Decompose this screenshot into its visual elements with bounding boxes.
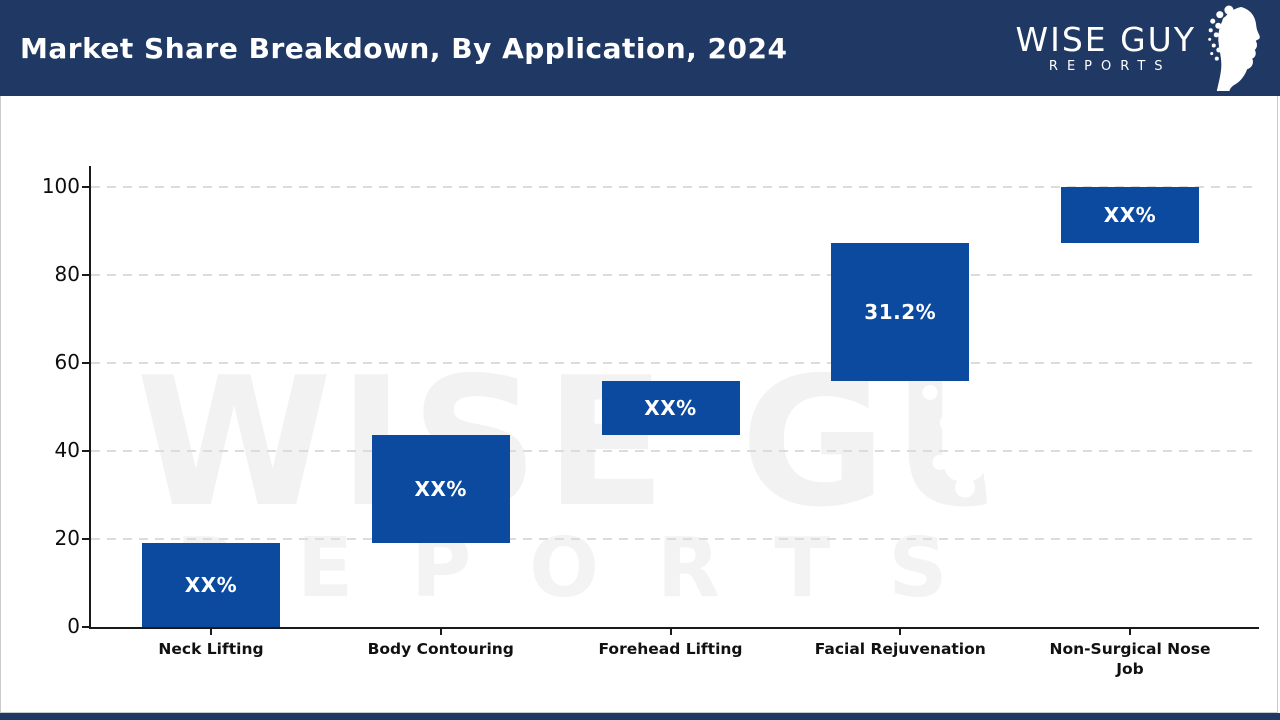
gridline: [91, 538, 1257, 540]
brand-logo-text: WISE GUY REPORTS: [1015, 20, 1196, 75]
bar-value-label: XX%: [1103, 203, 1157, 228]
x-tick: [210, 629, 212, 635]
y-tick: [82, 626, 89, 628]
bar-5: XX%: [1061, 187, 1199, 244]
watermark-reports-text: REPORTS: [176, 521, 1006, 616]
chart-title: Market Share Breakdown, By Application, …: [20, 31, 788, 65]
category-label: Forehead Lifting: [598, 640, 743, 658]
bar-value-label: XX%: [414, 477, 467, 502]
bar-1: XX%: [142, 543, 280, 627]
gridline: [91, 450, 1257, 452]
category-label: Neck Lifting: [158, 640, 264, 658]
category-label: Body Contouring: [367, 640, 514, 658]
dotted-head-icon: [1208, 5, 1260, 91]
x-tick: [669, 629, 672, 635]
y-tick: [82, 538, 89, 540]
logo-wiseguy-text: WISE GUY: [1015, 20, 1196, 59]
category-label: Facial Rejuvenation: [814, 640, 986, 658]
bar-2: XX%: [371, 434, 510, 544]
logo-reports-text: REPORTS: [1048, 59, 1172, 74]
footer-bar: [0, 713, 1280, 720]
y-tick-label: 40: [54, 438, 80, 462]
gridline: [91, 186, 1257, 188]
x-tick: [899, 629, 902, 635]
gridline: [91, 362, 1257, 364]
y-tick: [82, 186, 89, 188]
bar-value-label: XX%: [644, 395, 697, 420]
x-axis-line: [89, 627, 1259, 629]
bar-3: XX%: [601, 380, 740, 435]
y-tick-label: 80: [54, 262, 80, 286]
y-tick: [82, 450, 89, 452]
gridline: [91, 274, 1257, 276]
bar-4: 31.2%: [831, 243, 970, 381]
y-tick: [82, 362, 89, 364]
bar-value-label: XX%: [184, 573, 238, 598]
y-tick-label: 100: [41, 174, 80, 198]
y-tick-label: 20: [54, 526, 80, 550]
category-label: Non-Surgical Nose Job: [1049, 640, 1211, 678]
x-tick: [439, 629, 442, 635]
x-tick: [1129, 629, 1131, 635]
y-tick-label: 0: [67, 614, 80, 638]
header: Market Share Breakdown, By Application, …: [0, 0, 1280, 96]
brand-logo: WISE GUY REPORTS: [1015, 4, 1272, 92]
y-axis-line: [89, 166, 91, 629]
bar-value-label: 31.2%: [864, 299, 937, 324]
y-tick-label: 60: [54, 350, 80, 374]
y-tick: [82, 274, 89, 276]
